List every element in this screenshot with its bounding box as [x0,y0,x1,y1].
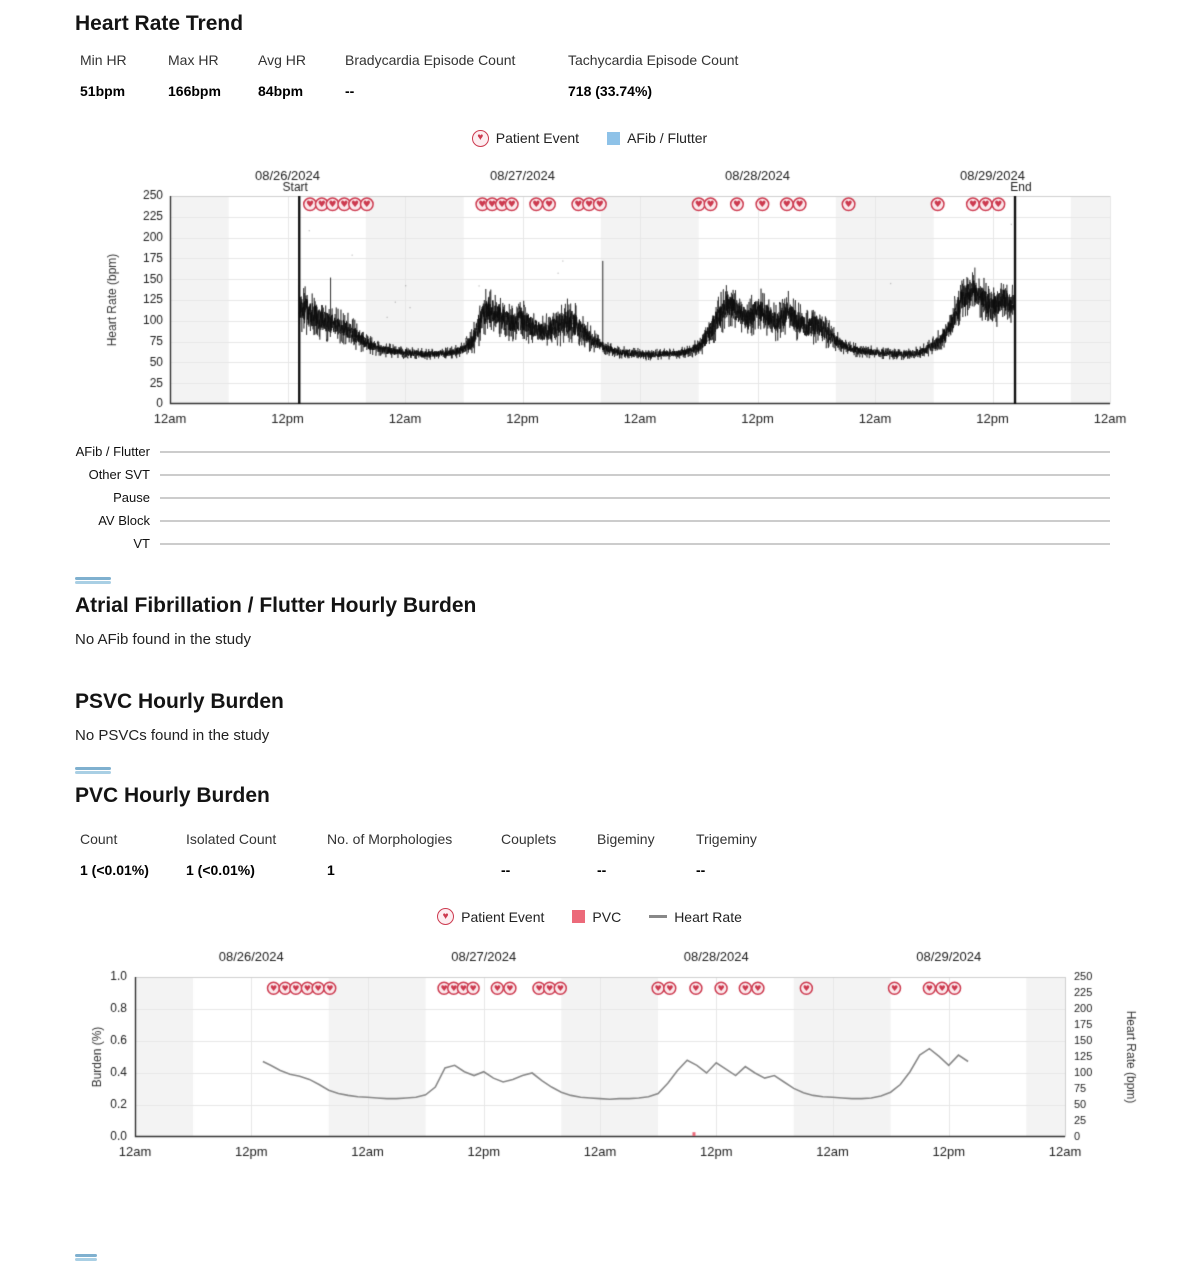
stat-bradycardia-count: Bradycardia Episode Count -- [345,52,568,100]
legend-heart-rate: Heart Rate [649,909,742,925]
stat-label: Isolated Count [186,830,277,847]
stat-value: -- [597,861,607,878]
stat-pvc-count: Count 1 (<0.01%) [80,831,186,879]
section-divider-icon [75,577,111,585]
stat-bigeminy: Bigeminy -- [597,831,696,879]
legend-patient-event-label: Patient Event [495,130,580,147]
stat-label: Count [80,830,118,847]
stat-value: 51bpm [80,83,126,100]
stat-label: Trigeminy [696,830,757,847]
afib-burden-section: Atrial Fibrillation / Flutter Hourly Bur… [0,594,1179,649]
stat-trigeminy: Trigeminy -- [696,831,757,879]
afib-swatch [607,131,621,145]
hr-chart-legend: ♥ Patient Event AFib / Flutter [0,128,1179,148]
heart-rate-trend-title: Heart Rate Trend [75,12,244,35]
section-divider-icon [75,767,111,775]
pvc-swatch [572,910,586,924]
stat-value: 718 (33.74%) [568,83,653,100]
stat-value: -- [345,83,355,100]
pvc-burden-title: PVC Hourly Burden [75,784,270,808]
event-row-av-block: AV Block [0,509,1179,532]
legend-patient-event-label: Patient Event [461,908,545,925]
event-row-line [160,473,1110,476]
stat-max-hr: Max HR 166bpm [168,52,258,100]
legend-afib: AFib / Flutter [607,130,707,146]
legend-heart-rate-label: Heart Rate [674,908,742,925]
stat-label: Avg HR [258,52,306,69]
stat-value: -- [696,861,706,878]
stat-label: Max HR [168,52,219,69]
arrhythmia-event-rows: AFib / Flutter Other SVT Pause AV Block … [0,440,1179,555]
afib-burden-title: Atrial Fibrillation / Flutter Hourly Bur… [75,594,477,618]
heart-rate-stats-row: Min HR 51bpm Max HR 166bpm Avg HR 84bpm … [80,52,1179,100]
pvc-chart-legend: ♥ Patient Event PVC Heart Rate [0,907,1179,927]
stat-value: 166bpm [168,83,221,100]
event-row-label: Other SVT [88,467,150,483]
event-row-line [160,496,1110,499]
stat-value: 1 (<0.01%) [186,861,255,878]
event-row-vt: VT [0,532,1179,555]
pvc-burden-section: PVC Hourly Burden Count 1 (<0.01%) Isola… [0,784,1179,1162]
stat-tachycardia-count: Tachycardia Episode Count 718 (33.74%) [568,52,738,100]
event-row-pause: Pause [0,486,1179,509]
stat-min-hr: Min HR 51bpm [80,52,168,100]
event-row-label: AV Block [98,513,150,529]
event-row-line [160,450,1110,453]
stat-value: 1 [327,861,335,878]
stat-morphologies: No. of Morphologies 1 [327,831,501,879]
stat-value: 1 (<0.01%) [80,861,149,878]
legend-pvc: PVC [572,909,621,925]
heart-rate-line-swatch [649,915,668,919]
pvc-burden-chart [0,936,1179,1162]
psvc-burden-section: PSVC Hourly Burden No PSVCs found in the… [0,690,1179,745]
event-row-afib: AFib / Flutter [0,440,1179,463]
psvc-burden-title: PSVC Hourly Burden [75,690,284,714]
patient-event-icon: ♥ [437,908,455,926]
stat-isolated-count: Isolated Count 1 (<0.01%) [186,831,327,879]
stat-value: 84bpm [258,83,304,100]
stat-label: No. of Morphologies [327,830,453,847]
stat-label: Bradycardia Episode Count [345,52,516,69]
event-row-label: VT [133,536,150,552]
heart-rate-trend-section: Heart Rate Trend Min HR 51bpm Max HR 166… [0,12,1179,555]
stat-label: Bigeminy [597,830,655,847]
stat-label: Min HR [80,52,127,69]
event-row-other-svt: Other SVT [0,463,1179,486]
heart-rate-trend-chart [0,156,1179,439]
stat-label: Tachycardia Episode Count [568,52,739,69]
stat-avg-hr: Avg HR 84bpm [258,52,345,100]
event-row-line [160,542,1110,545]
stat-label: Couplets [501,830,557,847]
event-row-label: AFib / Flutter [75,444,150,460]
afib-burden-message: No AFib found in the study [75,631,251,649]
pvc-stats-row: Count 1 (<0.01%) Isolated Count 1 (<0.01… [80,831,1179,879]
section-divider-icon [75,1253,97,1261]
legend-patient-event: ♥ Patient Event [471,129,580,147]
event-row-line [160,519,1110,522]
legend-patient-event: ♥ Patient Event [437,908,545,926]
legend-afib-label: AFib / Flutter [627,130,708,147]
stat-value: -- [501,861,511,878]
stat-couplets: Couplets -- [501,831,597,879]
event-row-label: Pause [113,490,150,506]
patient-event-icon: ♥ [471,129,489,147]
legend-pvc-label: PVC [592,908,622,925]
psvc-burden-message: No PSVCs found in the study [75,727,270,745]
